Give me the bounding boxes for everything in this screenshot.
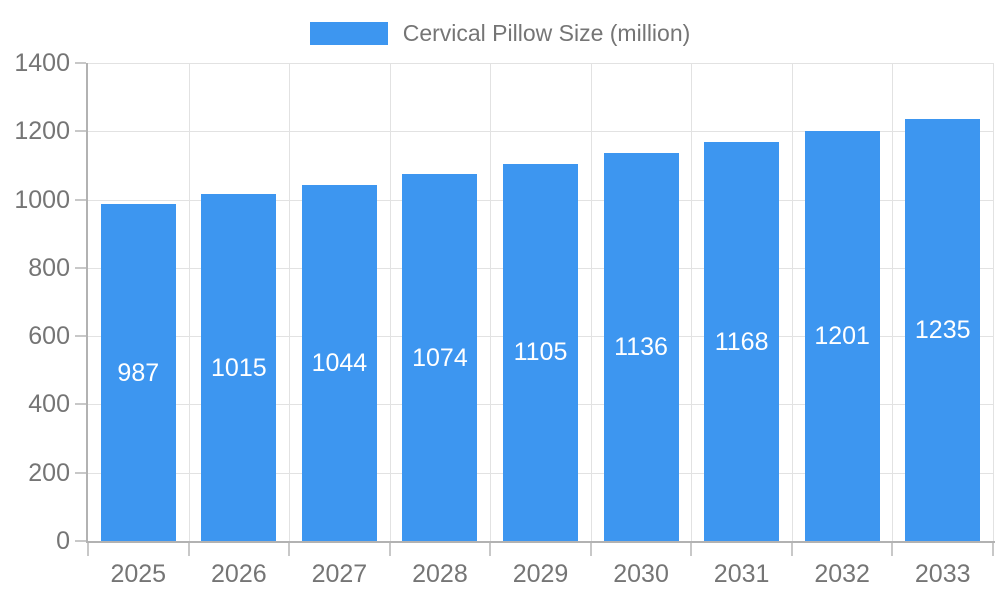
bar-2029[interactable] bbox=[503, 163, 578, 541]
x-axis-tick bbox=[891, 543, 894, 556]
bar-2025[interactable] bbox=[100, 204, 176, 541]
y-axis-label: 200 bbox=[28, 458, 70, 487]
bar-2030[interactable] bbox=[603, 153, 679, 541]
x-axis-tick bbox=[288, 543, 291, 556]
x-axis-label: 2027 bbox=[311, 560, 368, 588]
y-axis-tick bbox=[75, 403, 86, 406]
bar-2031[interactable] bbox=[704, 142, 780, 541]
y-axis-tick bbox=[75, 62, 86, 64]
x-axis-tick bbox=[187, 543, 190, 556]
x-gridline bbox=[691, 63, 693, 541]
x-axis-label: 2026 bbox=[211, 560, 267, 588]
y-axis-tick bbox=[75, 130, 86, 133]
bar-2026[interactable] bbox=[201, 194, 277, 541]
x-gridline bbox=[490, 63, 492, 541]
legend-label: Cervical Pillow Size (million) bbox=[402, 20, 691, 46]
x-axis-tick bbox=[992, 543, 994, 556]
y-axis-label: 1000 bbox=[14, 185, 70, 214]
y-axis-label: 800 bbox=[28, 253, 70, 282]
x-gridline bbox=[188, 63, 190, 541]
plot-area: 0 200 400 600 800 1000 1200 1400 987 2025 1015 2026… bbox=[14, 51, 995, 588]
y-axis-tick bbox=[75, 540, 86, 542]
bar-2028[interactable] bbox=[402, 174, 478, 541]
x-axis-label: 2032 bbox=[814, 560, 870, 588]
y-gridline bbox=[88, 131, 993, 133]
bar-2033[interactable] bbox=[905, 119, 981, 541]
y-axis-line bbox=[86, 63, 88, 543]
legend-swatch bbox=[309, 22, 388, 45]
x-axis-line bbox=[86, 541, 995, 543]
y-gridline bbox=[88, 63, 993, 64]
x-gridline bbox=[791, 63, 793, 541]
x-axis-label: 2029 bbox=[512, 560, 569, 588]
bar-2027[interactable] bbox=[301, 184, 377, 541]
x-gridline bbox=[993, 63, 994, 541]
y-axis-label: 400 bbox=[28, 390, 70, 419]
x-axis-label: 2033 bbox=[914, 560, 971, 588]
x-axis-tick bbox=[589, 543, 592, 556]
y-axis-label: 1200 bbox=[14, 117, 70, 146]
x-axis-tick bbox=[690, 543, 693, 556]
y-axis-tick bbox=[75, 335, 86, 338]
x-axis-label: 2030 bbox=[613, 560, 669, 588]
x-gridline bbox=[590, 63, 592, 541]
y-axis-tick bbox=[75, 198, 86, 201]
x-axis-label: 2031 bbox=[713, 560, 770, 588]
x-gridline bbox=[289, 63, 291, 541]
bar-2032[interactable] bbox=[804, 130, 880, 541]
x-axis-tick bbox=[388, 543, 391, 556]
x-gridline bbox=[389, 63, 391, 541]
x-axis-tick bbox=[489, 543, 492, 556]
y-axis-label: 1400 bbox=[14, 49, 70, 77]
x-axis-tick bbox=[790, 543, 793, 556]
x-gridline bbox=[892, 63, 894, 541]
y-axis-label: 600 bbox=[28, 322, 70, 351]
y-axis-tick bbox=[75, 471, 86, 474]
legend-item[interactable]: Cervical Pillow Size (million) bbox=[0, 20, 1000, 47]
x-axis-label: 2028 bbox=[412, 560, 468, 588]
y-axis-label: 0 bbox=[56, 527, 70, 555]
x-axis-label: 2025 bbox=[110, 560, 167, 588]
y-axis-tick bbox=[75, 266, 86, 269]
x-axis-tick bbox=[87, 543, 89, 556]
